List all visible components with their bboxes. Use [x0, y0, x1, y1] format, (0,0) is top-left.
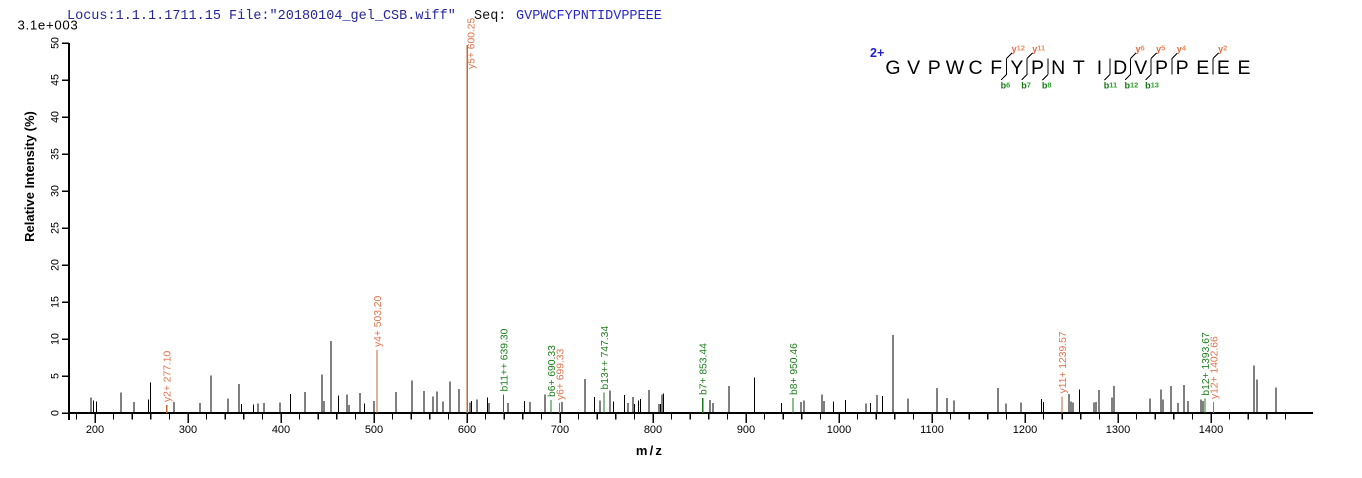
- svg-text:b7+ 853.44: b7+ 853.44: [699, 343, 710, 395]
- svg-text:1200: 1200: [1013, 424, 1037, 436]
- svg-text:b6: b6: [1001, 81, 1011, 91]
- svg-text:25: 25: [50, 222, 62, 234]
- svg-text:50: 50: [50, 37, 62, 49]
- svg-text:Relative Intensity (%): Relative Intensity (%): [22, 111, 37, 242]
- svg-text:D: D: [1113, 57, 1127, 79]
- svg-text:20: 20: [50, 259, 62, 271]
- svg-text:2+: 2+: [870, 46, 884, 60]
- svg-text:y6: y6: [1136, 44, 1145, 55]
- svg-text:b7: b7: [1021, 81, 1031, 91]
- svg-text:10: 10: [50, 333, 62, 345]
- svg-text:P: P: [1176, 57, 1189, 79]
- svg-text:I: I: [1097, 57, 1102, 79]
- svg-text:b12: b12: [1125, 81, 1139, 91]
- svg-text:V: V: [1134, 57, 1147, 79]
- svg-text:1400: 1400: [1199, 424, 1223, 436]
- svg-text:200: 200: [86, 424, 104, 436]
- svg-text:1300: 1300: [1106, 424, 1130, 436]
- svg-text:y12+ 1402.66: y12+ 1402.66: [1210, 336, 1221, 399]
- svg-text:y4: y4: [1177, 44, 1187, 55]
- svg-text:3.1e+003: 3.1e+003: [18, 18, 79, 33]
- svg-text:y11+ 1239.57: y11+ 1239.57: [1058, 331, 1069, 393]
- svg-text:E: E: [1196, 57, 1209, 79]
- svg-text:500: 500: [365, 424, 383, 436]
- svg-text:y6+ 699.33: y6+ 699.33: [555, 348, 566, 400]
- svg-text:b8: b8: [1042, 81, 1052, 91]
- svg-text:y5+ 600.25: y5+ 600.25: [467, 17, 478, 69]
- svg-text:b13++ 747.34: b13++ 747.34: [600, 326, 611, 390]
- svg-text:y11: y11: [1032, 44, 1045, 55]
- svg-text:E: E: [1237, 57, 1250, 79]
- svg-text:300: 300: [179, 424, 197, 436]
- svg-text:Y: Y: [1010, 57, 1023, 79]
- svg-text:30: 30: [50, 185, 62, 197]
- svg-text:G: G: [885, 57, 900, 79]
- svg-text:y4+ 503.20: y4+ 503.20: [373, 295, 384, 347]
- svg-text:T: T: [1073, 57, 1085, 79]
- svg-text:C: C: [969, 57, 983, 79]
- svg-text:800: 800: [644, 424, 662, 436]
- svg-text:900: 900: [737, 424, 755, 436]
- svg-text:y2+ 277.10: y2+ 277.10: [163, 350, 174, 402]
- svg-text:m/z: m/z: [636, 443, 664, 458]
- svg-text:b11: b11: [1104, 81, 1117, 91]
- svg-text:b13: b13: [1145, 81, 1159, 91]
- svg-text:y2: y2: [1218, 44, 1227, 55]
- svg-text:P: P: [1155, 57, 1168, 79]
- svg-text:b8+ 950.46: b8+ 950.46: [789, 343, 800, 395]
- svg-text:45: 45: [50, 74, 62, 86]
- svg-text:400: 400: [272, 424, 290, 436]
- svg-text:15: 15: [50, 296, 62, 308]
- svg-text:GVPWCFYPNTIDVPPEEE: GVPWCFYPNTIDVPPEEE: [516, 9, 662, 24]
- svg-text:P: P: [1031, 57, 1044, 79]
- svg-text:5: 5: [50, 373, 62, 379]
- svg-text:0: 0: [50, 410, 62, 416]
- svg-text:Locus:1.1.1.1711.15 File:"2018: Locus:1.1.1.1711.15 File:"20180104_gel_C…: [67, 9, 456, 24]
- svg-text:1000: 1000: [827, 424, 851, 436]
- svg-text:P: P: [928, 57, 941, 79]
- svg-text:y5: y5: [1156, 44, 1165, 55]
- svg-text:E: E: [1217, 57, 1230, 79]
- svg-text:y12: y12: [1012, 44, 1025, 55]
- svg-text:700: 700: [551, 424, 569, 436]
- svg-text:b11++ 639.30: b11++ 639.30: [500, 328, 511, 391]
- svg-text:b12+ 1393.67: b12+ 1393.67: [1201, 332, 1212, 396]
- svg-text:V: V: [907, 57, 920, 79]
- svg-text:1100: 1100: [920, 424, 944, 436]
- svg-text:W: W: [946, 57, 965, 79]
- svg-text:b6+ 690.33: b6+ 690.33: [547, 345, 558, 397]
- svg-text:N: N: [1051, 57, 1065, 79]
- svg-text:Seq:: Seq:: [474, 9, 506, 24]
- svg-text:600: 600: [458, 424, 476, 436]
- svg-text:35: 35: [50, 148, 62, 160]
- svg-text:40: 40: [50, 111, 62, 123]
- svg-text:F: F: [990, 57, 1002, 79]
